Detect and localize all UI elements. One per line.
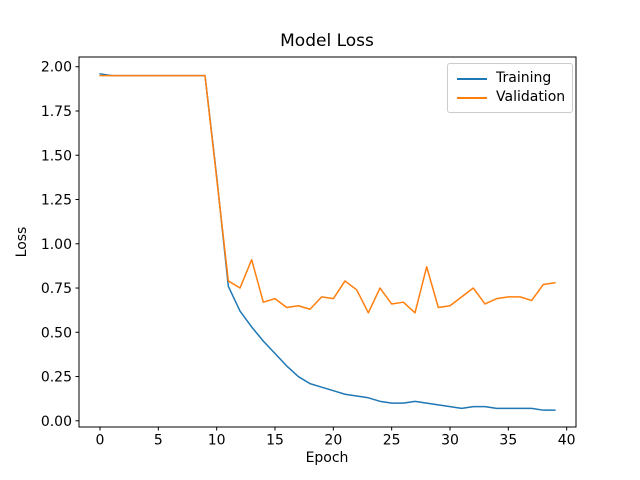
training-line-swatch [457,77,487,80]
x-tick-label-25: 25 [383,433,401,449]
training-series-line [99,73,556,411]
x-axis-label: Epoch [305,450,349,466]
y-tick-label-0.50: 0.50 [41,325,72,341]
legend-label-validation: Validation [496,89,566,105]
y-tick-label-1.50: 1.50 [41,148,72,164]
y-tick-label-1.00: 1.00 [41,237,72,253]
y-tick-label-0.25: 0.25 [41,370,72,386]
y-tick-label-1.25: 1.25 [41,193,72,209]
x-tick-label-30: 30 [441,433,459,449]
y-tick-label-0.75: 0.75 [41,281,72,297]
y-tick-label-2.00: 2.00 [41,60,72,76]
legend-label-training: Training [496,70,552,86]
legend-entry-training: Training [457,69,563,88]
legend: Training Validation [447,63,573,113]
x-tick-label-20: 20 [324,433,342,449]
axes-spines [78,56,577,428]
x-tick-label-35: 35 [499,433,517,449]
chart-title: Model Loss [280,31,374,51]
x-tick-label-0: 0 [96,433,105,449]
x-tick-label-10: 10 [208,433,226,449]
y-tick-label-0.00: 0.00 [41,414,72,430]
x-tick-label-5: 5 [154,433,163,449]
x-tick-label-40: 40 [558,433,576,449]
validation-series-line [99,74,556,314]
x-tick-label-15: 15 [266,433,284,449]
legend-entry-validation: Validation [457,88,566,107]
validation-line-swatch [457,96,487,99]
y-tick-label-1.75: 1.75 [41,104,72,120]
